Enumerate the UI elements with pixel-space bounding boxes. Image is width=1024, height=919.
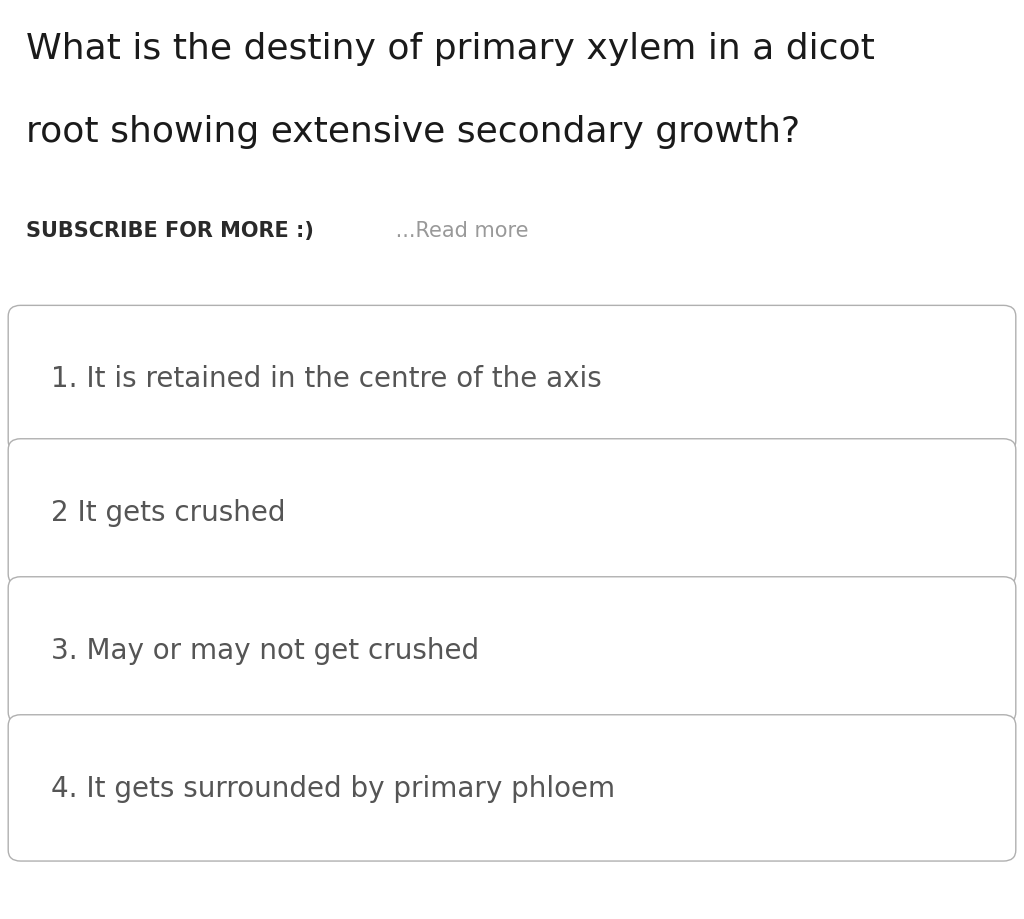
FancyBboxPatch shape	[8, 306, 1016, 452]
Text: ...Read more: ...Read more	[389, 221, 528, 241]
Text: SUBSCRIBE FOR MORE :): SUBSCRIBE FOR MORE :)	[26, 221, 313, 241]
Text: 3. May or may not get crushed: 3. May or may not get crushed	[51, 636, 479, 664]
Text: 4. It gets surrounded by primary phloem: 4. It gets surrounded by primary phloem	[51, 774, 615, 802]
Text: What is the destiny of primary xylem in a dicot: What is the destiny of primary xylem in …	[26, 32, 874, 66]
Text: 2 It gets crushed: 2 It gets crushed	[51, 498, 286, 527]
FancyBboxPatch shape	[8, 715, 1016, 861]
FancyBboxPatch shape	[8, 439, 1016, 585]
Text: root showing extensive secondary growth?: root showing extensive secondary growth?	[26, 115, 800, 149]
FancyBboxPatch shape	[8, 577, 1016, 723]
Text: 1. It is retained in the centre of the axis: 1. It is retained in the centre of the a…	[51, 365, 602, 393]
